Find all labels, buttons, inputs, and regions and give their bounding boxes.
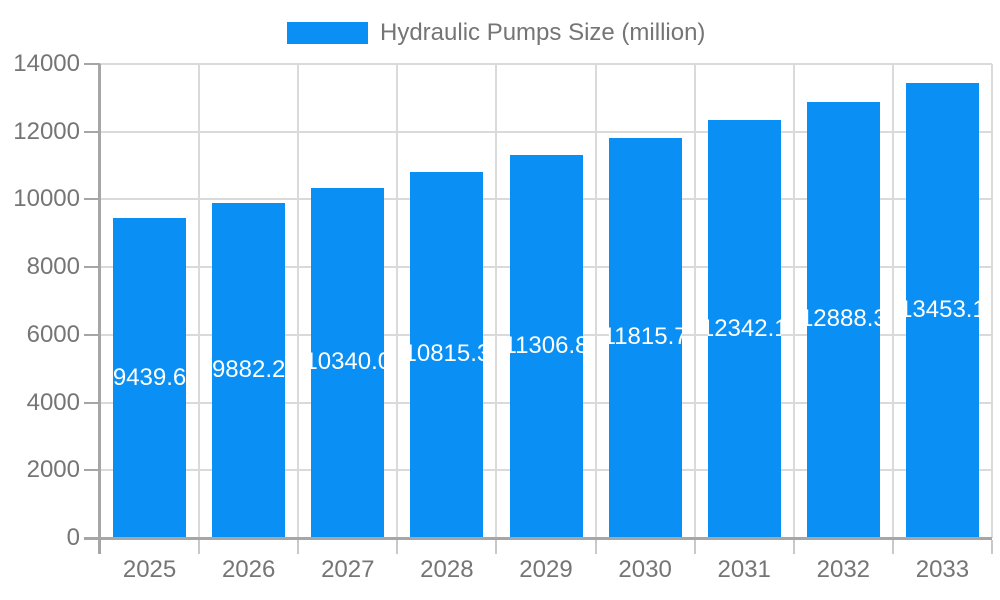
y-axis-tick (84, 333, 100, 336)
x-axis-tick (891, 540, 894, 554)
x-axis-label: 2025 (122, 556, 177, 583)
bar-2028[interactable]: 10815.3 (410, 171, 484, 537)
y-axis-tick (84, 266, 100, 269)
bar-2025[interactable]: 9439.6 (113, 218, 187, 537)
y-axis-label: 12000 (13, 117, 80, 145)
x-axis-tick (396, 540, 399, 554)
x-axis-tick (297, 540, 300, 554)
y-axis-label: 6000 (26, 320, 80, 348)
x-gridline (495, 64, 498, 538)
bar-value-label: 9439.6 (113, 363, 187, 391)
x-axis-label: 2028 (420, 556, 474, 583)
x-gridline (297, 64, 300, 538)
bar-value-label: 11306.8 (510, 332, 583, 360)
y-axis-label: 0 (66, 524, 80, 551)
bar-value-label: 10815.3 (410, 340, 483, 368)
x-axis-label: 2030 (618, 556, 672, 583)
legend-label: Hydraulic Pumps Size (million) (380, 19, 706, 46)
x-axis-label: 2027 (321, 556, 375, 583)
bar-2030[interactable]: 11815.7 (608, 137, 682, 537)
x-gridline (991, 64, 993, 538)
bar-2027[interactable]: 10340.0 (311, 187, 385, 537)
x-axis-tick (198, 540, 201, 554)
x-axis-tick (495, 540, 498, 554)
y-gridline (100, 130, 992, 133)
x-axis-line (84, 537, 992, 540)
bar-2026[interactable]: 9882.2 (212, 203, 286, 537)
y-axis-label: 14000 (13, 50, 80, 77)
x-axis-tick (594, 540, 597, 554)
y-axis-tick (84, 401, 100, 404)
x-axis-tick (792, 540, 795, 554)
bar-value-label: 9882.2 (212, 356, 286, 384)
y-axis-line (98, 64, 101, 554)
y-axis-tick (84, 130, 100, 133)
x-axis-label: 2029 (519, 556, 573, 583)
x-axis-label: 2032 (816, 556, 871, 583)
x-axis-tick (991, 540, 993, 554)
bar-2031[interactable]: 12342.1 (707, 120, 781, 537)
bar-value-label: 10340.0 (311, 348, 384, 376)
bar-2033[interactable]: 13453.1 (905, 82, 979, 537)
x-gridline (792, 64, 795, 538)
y-axis-label: 2000 (26, 456, 80, 484)
x-axis-label: 2031 (717, 556, 771, 583)
x-gridline (693, 64, 696, 538)
x-gridline (396, 64, 399, 538)
y-axis-tick (84, 63, 100, 65)
x-gridline (594, 64, 597, 538)
x-gridline (198, 64, 201, 538)
x-axis-tick (693, 540, 696, 554)
bar-2029[interactable]: 11306.8 (509, 155, 583, 537)
x-axis-label: 2026 (221, 556, 276, 583)
y-axis-label: 10000 (13, 185, 80, 213)
y-axis-label: 4000 (26, 388, 80, 416)
legend-swatch (287, 22, 368, 44)
x-gridline (891, 64, 894, 538)
bar-value-label: 11815.7 (609, 323, 682, 351)
bar-value-label: 12342.1 (708, 314, 781, 342)
y-axis-tick (84, 198, 100, 201)
chart-legend[interactable]: Hydraulic Pumps Size (million) (287, 19, 706, 46)
y-axis-label: 8000 (26, 253, 80, 281)
y-gridline (100, 63, 992, 65)
bar-value-label: 13453.1 (906, 295, 979, 323)
y-axis-tick (84, 469, 100, 472)
x-axis-label: 2033 (915, 556, 970, 583)
